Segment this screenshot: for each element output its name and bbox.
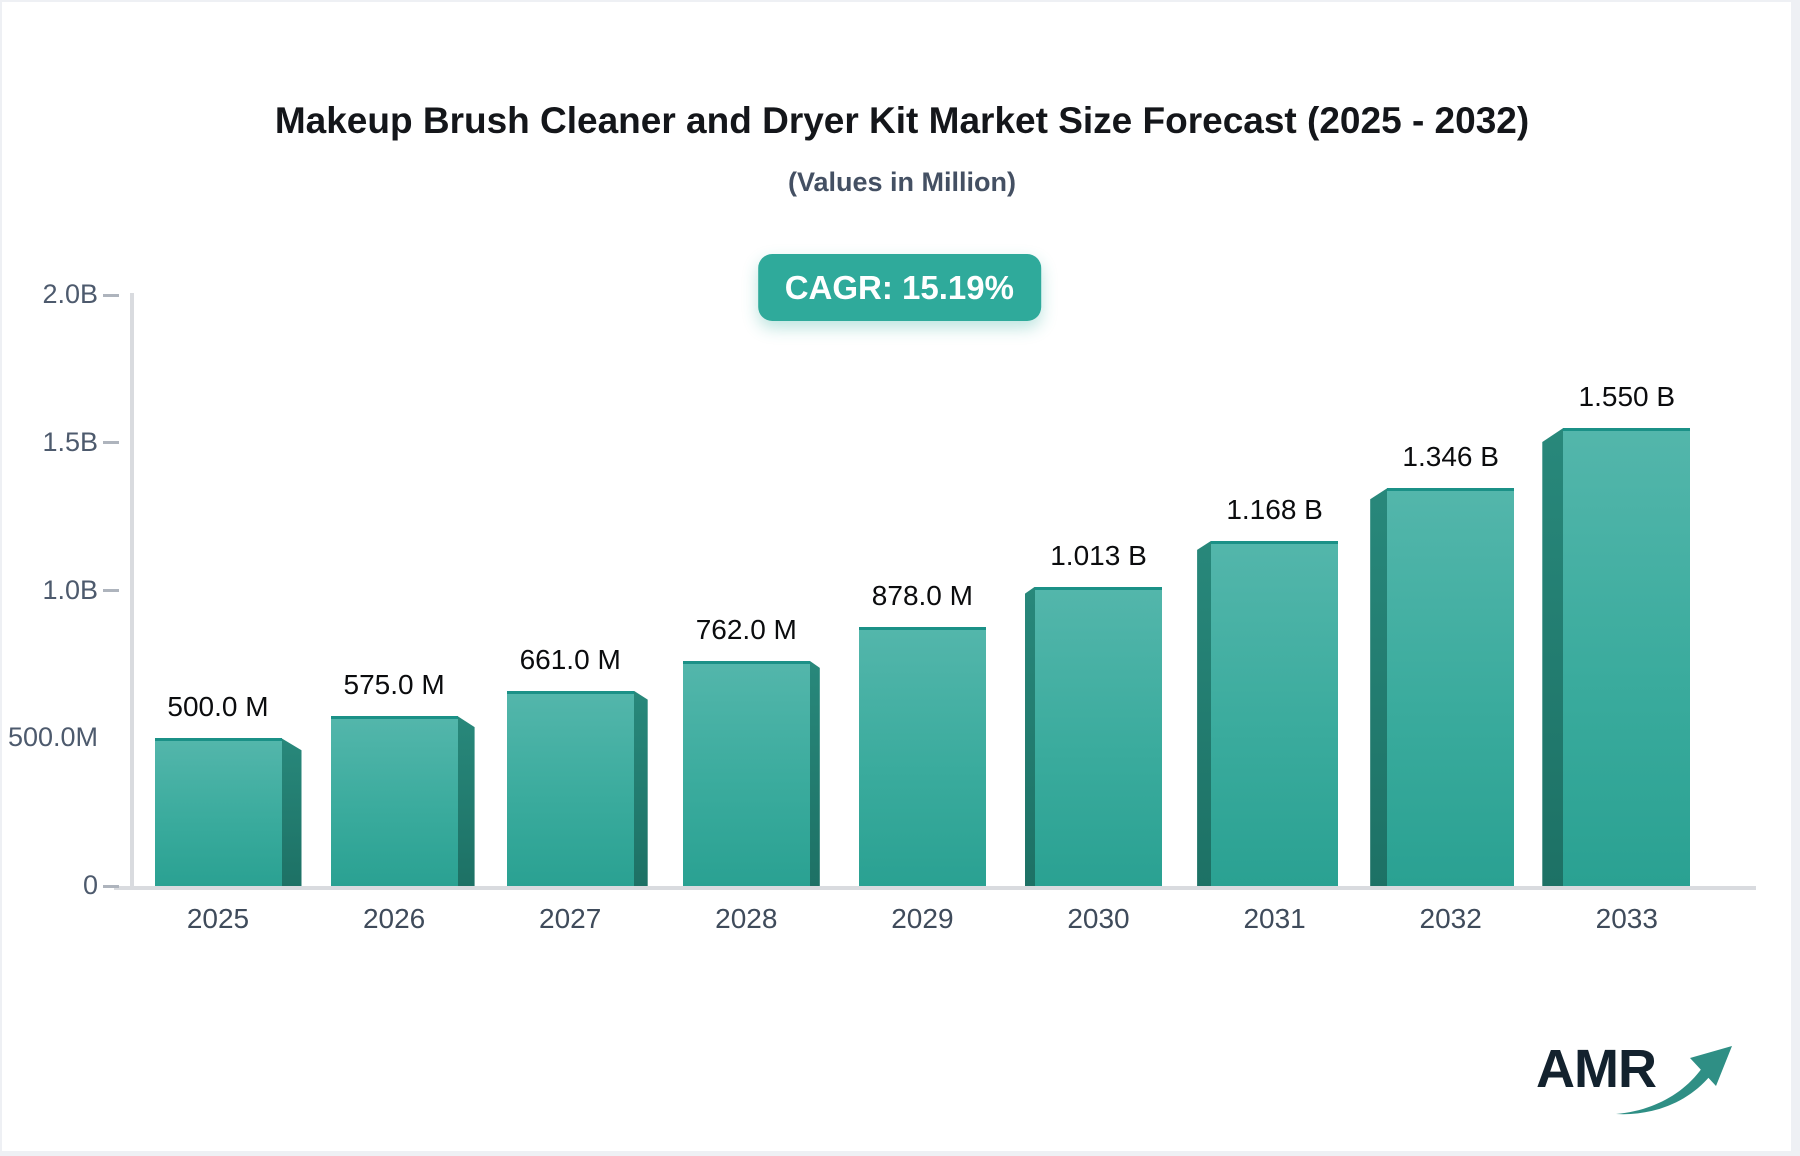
bar-front-face xyxy=(1035,586,1162,886)
x-axis-year-label: 2028 xyxy=(715,903,778,934)
bar-value-label: 1.550 B xyxy=(1578,380,1676,412)
bar-front-face xyxy=(858,626,986,886)
y-tick-dash xyxy=(103,293,119,297)
y-tick-label: 500.0M xyxy=(7,722,98,753)
bar-value-label: 878.0 M xyxy=(871,579,973,611)
bar-side-face xyxy=(633,690,648,886)
x-axis-year-label: 2026 xyxy=(362,903,426,934)
y-axis-line xyxy=(130,293,134,890)
bar-front-face xyxy=(682,660,810,886)
bar-front-face xyxy=(1211,540,1339,886)
bar-front-face xyxy=(154,738,282,886)
y-tick-label: 1.0B xyxy=(42,574,98,605)
bar-side-face xyxy=(1542,427,1564,886)
bar-front-face xyxy=(330,716,458,886)
bar-front-face xyxy=(1563,427,1691,886)
growth-arrow-icon xyxy=(1616,1046,1732,1115)
x-axis-year-label: 2027 xyxy=(539,903,602,934)
amr-logo-text: AMR xyxy=(1536,1039,1657,1099)
bar-side-face xyxy=(809,660,820,886)
y-tick-dash xyxy=(103,441,119,445)
y-tick-dash xyxy=(103,589,119,592)
x-axis-year-label: 2029 xyxy=(891,903,954,934)
bar-value-label: 500.0 M xyxy=(167,691,269,723)
bar-side-face xyxy=(1197,540,1212,886)
bar-value-label: 1.168 B xyxy=(1226,493,1323,525)
x-axis-year-label: 2031 xyxy=(1243,903,1306,934)
chart-title: Makeup Brush Cleaner and Dryer Kit Marke… xyxy=(274,100,1530,141)
bar-value-label: 1.346 B xyxy=(1402,441,1499,473)
x-axis-year-label: 2030 xyxy=(1067,903,1130,934)
bar-side-face xyxy=(281,738,302,886)
x-axis-year-label: 2033 xyxy=(1595,903,1658,934)
bar-side-face xyxy=(1370,488,1388,886)
y-tick-dash xyxy=(103,884,119,888)
x-axis-line xyxy=(114,886,1756,890)
bar-value-label: 762.0 M xyxy=(695,613,797,645)
y-tick-label: 1.5B xyxy=(42,426,98,457)
bar-value-label: 1.013 B xyxy=(1050,539,1147,571)
bar-side-face xyxy=(1025,586,1035,886)
chart-subtitle: (Values in Million) xyxy=(787,167,1017,197)
bar-front-face xyxy=(1387,488,1515,886)
bar-side-face xyxy=(457,716,475,886)
bar-value-label: 575.0 M xyxy=(343,669,445,701)
y-tick-label: 0 xyxy=(82,870,98,900)
bar-front-face xyxy=(506,690,634,886)
amr-logo: AMR xyxy=(1532,1032,1742,1122)
cagr-badge: CAGR: 15.19% xyxy=(757,254,1041,321)
bar-value-label: 661.0 M xyxy=(519,643,621,675)
y-tick-label: 2.0B xyxy=(42,279,98,309)
x-axis-year-label: 2032 xyxy=(1419,903,1482,934)
x-axis-year-label: 2025 xyxy=(186,903,250,934)
